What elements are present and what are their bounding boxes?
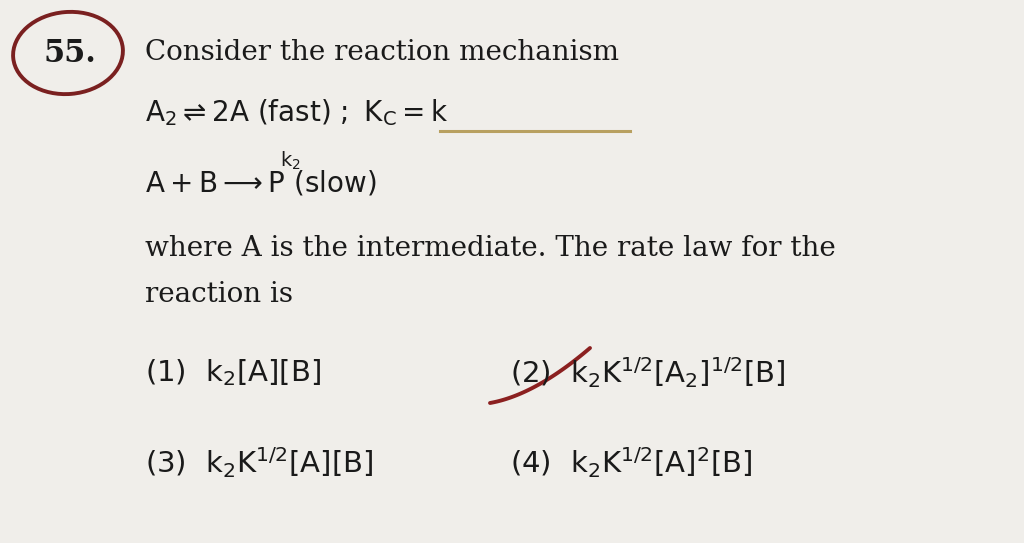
Text: $\mathrm{(3)\ \ k_2 K^{1/2}[A][B]}$: $\mathrm{(3)\ \ k_2 K^{1/2}[A][B]}$ — [145, 446, 373, 481]
Text: $\mathrm{A_2 \rightleftharpoons 2A\ (fast)\ ;\ K_C = k}$: $\mathrm{A_2 \rightleftharpoons 2A\ (fas… — [145, 98, 449, 128]
Text: 55.: 55. — [44, 37, 96, 68]
Text: $\mathrm{(4)\ \ k_2 K^{1/2}[A]^{2}[B]}$: $\mathrm{(4)\ \ k_2 K^{1/2}[A]^{2}[B]}$ — [510, 446, 753, 481]
Text: $\mathrm{(2)\ \ k_2 K^{1/2}[A_2]^{1/2}[B]}$: $\mathrm{(2)\ \ k_2 K^{1/2}[A_2]^{1/2}[B… — [510, 356, 785, 390]
Text: $\mathrm{k_2}$: $\mathrm{k_2}$ — [280, 150, 300, 172]
Text: $\mathrm{(1)\ \ k_2[A][B]}$: $\mathrm{(1)\ \ k_2[A][B]}$ — [145, 358, 321, 388]
Text: reaction is: reaction is — [145, 281, 293, 308]
Text: Consider the reaction mechanism: Consider the reaction mechanism — [145, 40, 618, 66]
Text: where A is the intermediate. The rate law for the: where A is the intermediate. The rate la… — [145, 235, 836, 262]
Text: $\mathrm{A + B \longrightarrow P\ (slow)}$: $\mathrm{A + B \longrightarrow P\ (slow)… — [145, 168, 377, 198]
